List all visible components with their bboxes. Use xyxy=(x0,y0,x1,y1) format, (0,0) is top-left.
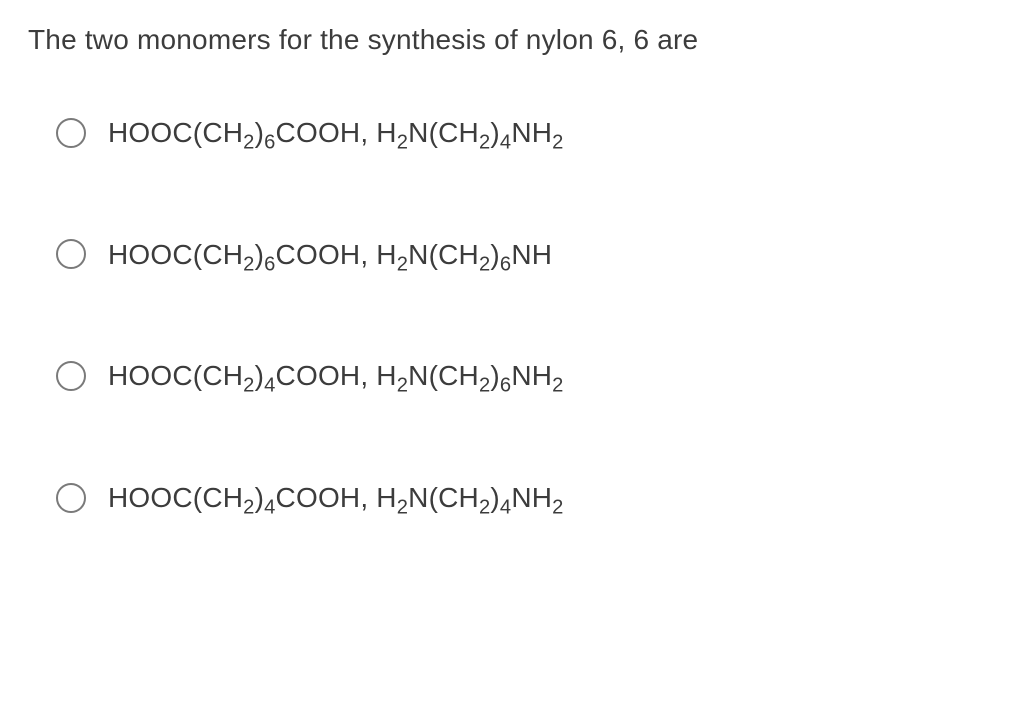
option-c-amine-term: NH xyxy=(511,360,552,391)
option-a-acid-n: 6 xyxy=(264,132,275,154)
option-b-formula: HOOC(CH2)6COOH, H2N(CH2)6NH xyxy=(108,238,552,272)
option-a-formula: HOOC(CH2)6COOH, H2N(CH2)4NH2 xyxy=(108,116,564,150)
option-a[interactable]: HOOC(CH2)6COOH, H2N(CH2)4NH2 xyxy=(56,116,996,150)
option-b-amine-n: 6 xyxy=(500,253,511,275)
option-d-formula: HOOC(CH2)4COOH, H2N(CH2)4NH2 xyxy=(108,481,564,515)
option-c-acid-n: 4 xyxy=(264,375,275,397)
question-page: The two monomers for the synthesis of ny… xyxy=(0,0,1024,538)
option-c-formula: HOOC(CH2)4COOH, H2N(CH2)6NH2 xyxy=(108,359,564,393)
radio-option-d[interactable] xyxy=(56,483,86,513)
option-c-amine-n: 6 xyxy=(500,375,511,397)
radio-option-b[interactable] xyxy=(56,239,86,269)
option-a-amine-term-sub: 2 xyxy=(552,132,563,154)
option-a-amine-term: NH xyxy=(511,117,552,148)
radio-option-a[interactable] xyxy=(56,118,86,148)
options-group: HOOC(CH2)6COOH, H2N(CH2)4NH2 HOOC(CH2)6C… xyxy=(28,116,996,514)
option-b-amine-term: NH xyxy=(511,239,552,270)
option-a-amine-n: 4 xyxy=(500,132,511,154)
option-c-amine-term-sub: 2 xyxy=(552,375,563,397)
option-d-amine-n: 4 xyxy=(500,496,511,518)
option-c[interactable]: HOOC(CH2)4COOH, H2N(CH2)6NH2 xyxy=(56,359,996,393)
option-d[interactable]: HOOC(CH2)4COOH, H2N(CH2)4NH2 xyxy=(56,481,996,515)
option-b-acid-n: 6 xyxy=(264,253,275,275)
radio-option-c[interactable] xyxy=(56,361,86,391)
question-text: The two monomers for the synthesis of ny… xyxy=(28,24,996,56)
option-b[interactable]: HOOC(CH2)6COOH, H2N(CH2)6NH xyxy=(56,238,996,272)
option-d-amine-term-sub: 2 xyxy=(552,496,563,518)
option-d-acid-n: 4 xyxy=(264,496,275,518)
option-d-amine-term: NH xyxy=(511,482,552,513)
